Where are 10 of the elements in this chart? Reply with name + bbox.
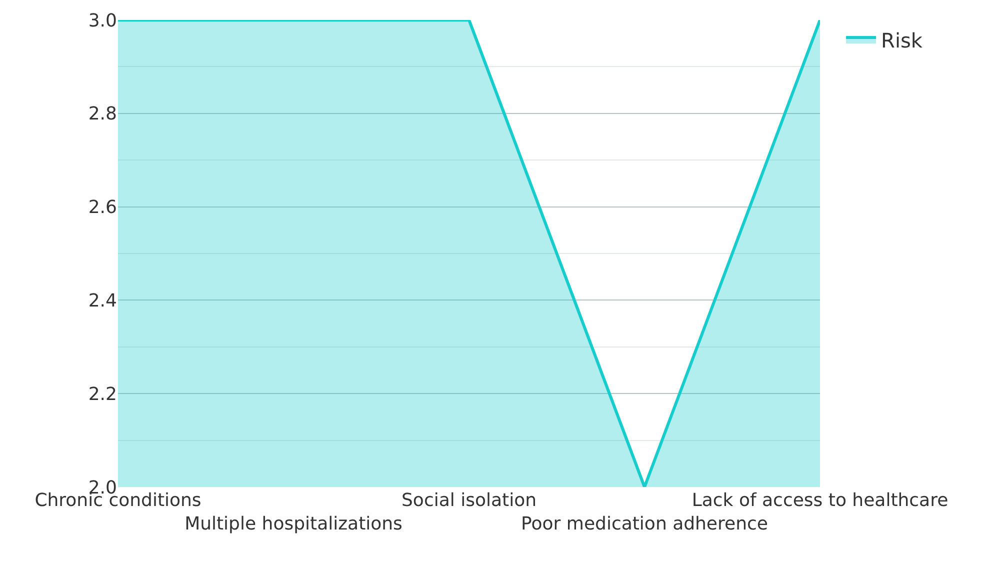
x-tick-label: Multiple hospitalizations [184,513,402,534]
y-tick-label: 3.0 [88,10,117,32]
y-tick-label: 2.4 [88,290,117,312]
x-tick-label: Lack of access to healthcare [692,490,948,511]
y-tick-label: 2.2 [88,384,117,405]
y-tick-label: 2.8 [88,104,117,125]
x-tick-label: Social isolation [402,490,536,511]
y-tick-label: 2.6 [88,197,117,218]
legend-label: Risk [881,28,923,52]
x-tick-label: Poor medication adherence [521,513,768,534]
